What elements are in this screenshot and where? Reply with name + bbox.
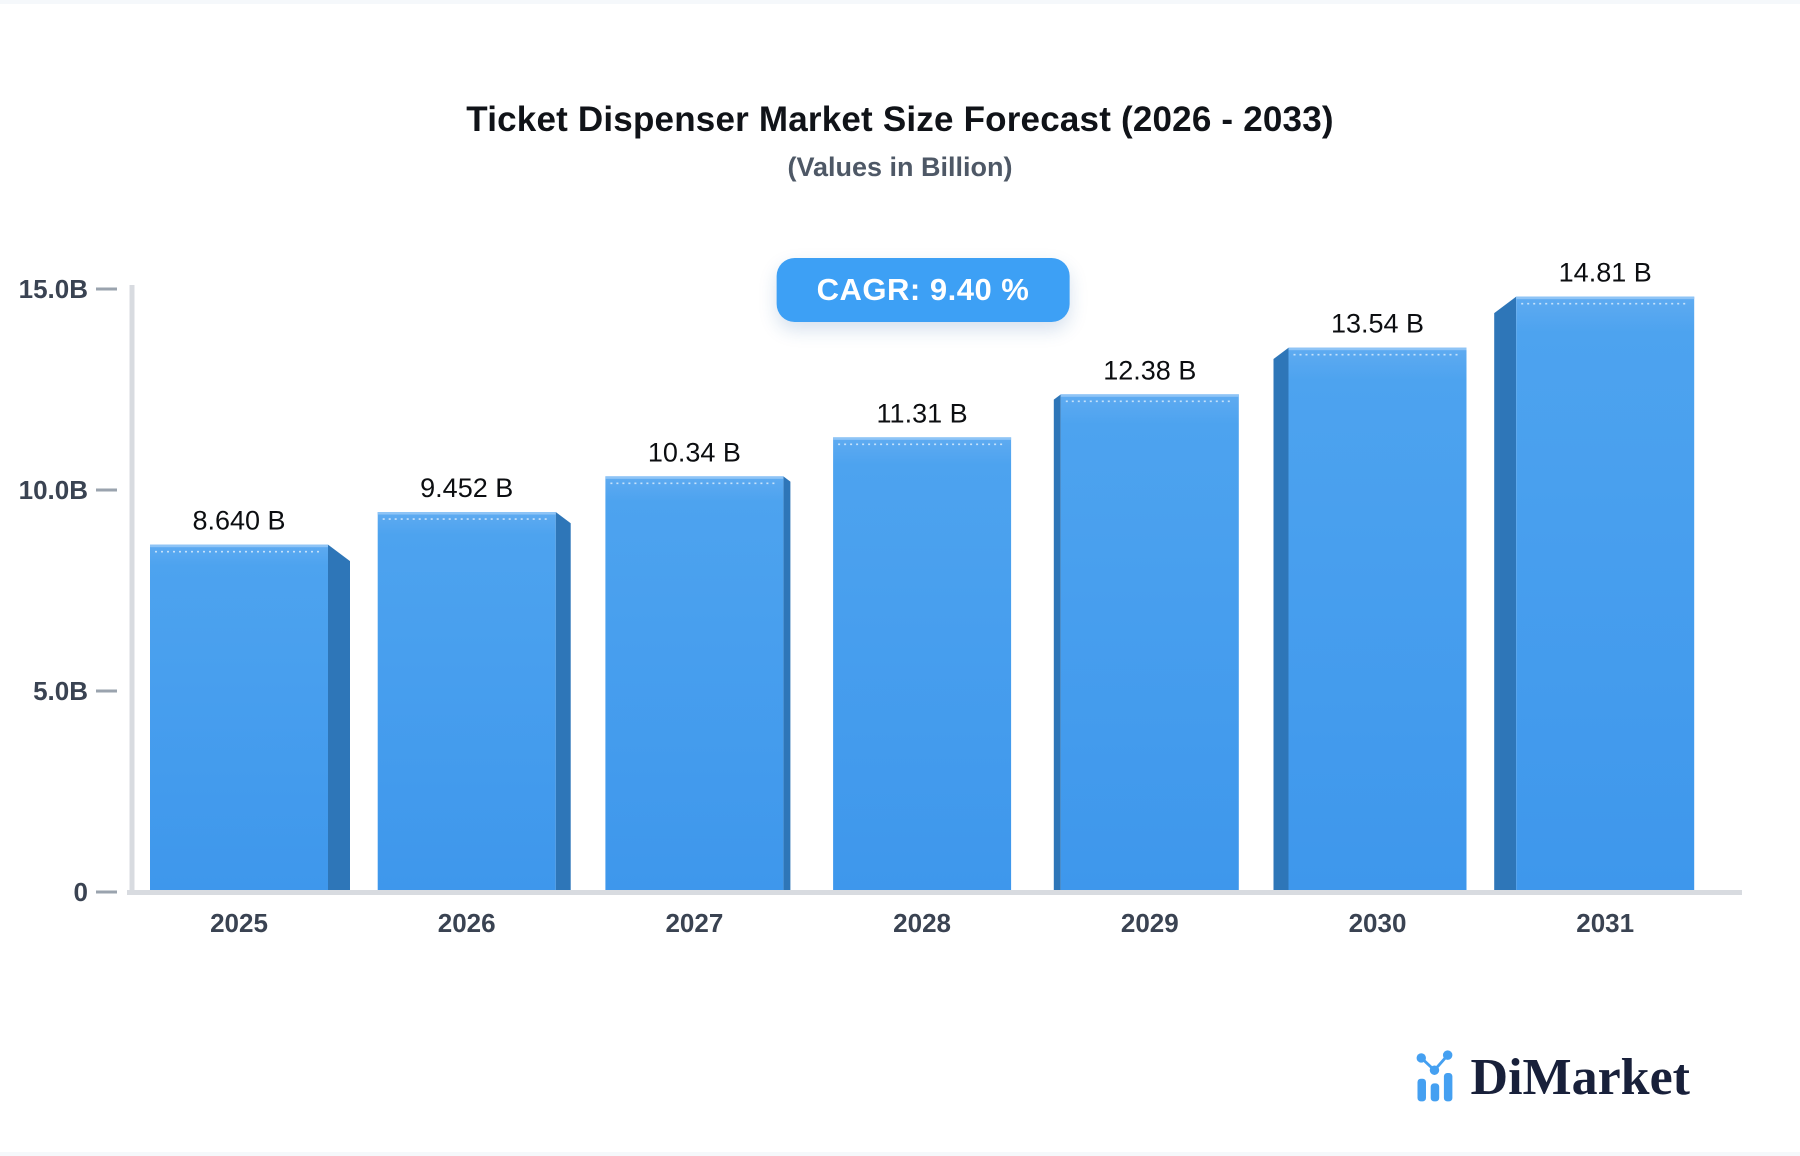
bar-face	[150, 544, 328, 892]
bar-2031: 14.81 B 2031	[1494, 258, 1695, 938]
bar-top-edge	[1516, 296, 1695, 300]
y-axis-label: 10.0B	[19, 475, 88, 505]
bar-2027: 10.34 B 2027	[605, 437, 791, 938]
bar-face	[1288, 347, 1467, 892]
x-axis-label: 2025	[210, 908, 268, 938]
bar-side-face	[1273, 347, 1289, 892]
y-axis-label: 5.0B	[33, 676, 88, 706]
brand-name: DiMarket	[1470, 1049, 1690, 1106]
dimarket-logo-icon	[1416, 1050, 1452, 1102]
bar-top-edge	[605, 476, 784, 479]
bar-side-face	[555, 512, 571, 892]
y-axis-label: 0	[74, 877, 88, 907]
bar-2025: 8.640 B 2025	[150, 506, 350, 938]
bar-side-face	[783, 476, 791, 892]
x-axis-label: 2030	[1349, 908, 1407, 938]
bar-value-label: 12.38 B	[1103, 355, 1196, 385]
bar-value-label: 11.31 B	[877, 398, 968, 428]
bar-value-label: 13.54 B	[1331, 309, 1424, 339]
bar-face	[1060, 394, 1239, 892]
x-axis-label: 2031	[1576, 908, 1634, 938]
bar-top-edge	[150, 544, 328, 548]
bar-side-face	[1053, 394, 1061, 892]
bar-chart: 15.0B 10.0B 5.0B 0 8.640 B 2025 9.452 B 2026 10.…	[19, 258, 1742, 938]
x-axis-label: 2029	[1121, 908, 1179, 938]
bar-face	[833, 437, 1012, 892]
bar-top-edge	[1288, 347, 1467, 351]
brand-logo: DiMarket	[1409, 1044, 1690, 1104]
bar-2028: 11.31 B 2028	[833, 398, 1012, 938]
x-axis-label: 2028	[893, 908, 951, 938]
bar-face	[377, 512, 556, 892]
bar-2029: 12.38 B 2029	[1053, 355, 1239, 938]
x-axis-label: 2026	[438, 908, 496, 938]
bar-side-face	[328, 544, 350, 892]
bar-face	[1516, 296, 1695, 892]
bar-2030: 13.54 B 2030	[1273, 309, 1467, 938]
bar-value-label: 10.34 B	[648, 437, 741, 467]
page-title: Ticket Dispenser Market Size Forecast (2…	[466, 100, 1334, 139]
bar-top-edge	[833, 437, 1012, 440]
bar-top-edge	[1060, 394, 1239, 397]
x-axis-label: 2027	[665, 908, 723, 938]
cagr-badge: CAGR: 9.40 %	[776, 258, 1070, 322]
y-axis-label: 15.0B	[19, 274, 88, 304]
page-subtitle: (Values in Billion)	[787, 152, 1013, 182]
bar-value-label: 9.452 B	[420, 473, 513, 503]
bar-face	[605, 476, 784, 892]
bar-value-label: 14.81 B	[1559, 258, 1652, 288]
y-axis-line	[129, 285, 135, 892]
bar-top-edge	[377, 512, 556, 515]
bar-value-label: 8.640 B	[192, 506, 285, 536]
bar-side-face	[1494, 296, 1517, 892]
x-axis-line	[127, 890, 1742, 895]
bar-2026: 9.452 B 2026	[377, 473, 571, 938]
